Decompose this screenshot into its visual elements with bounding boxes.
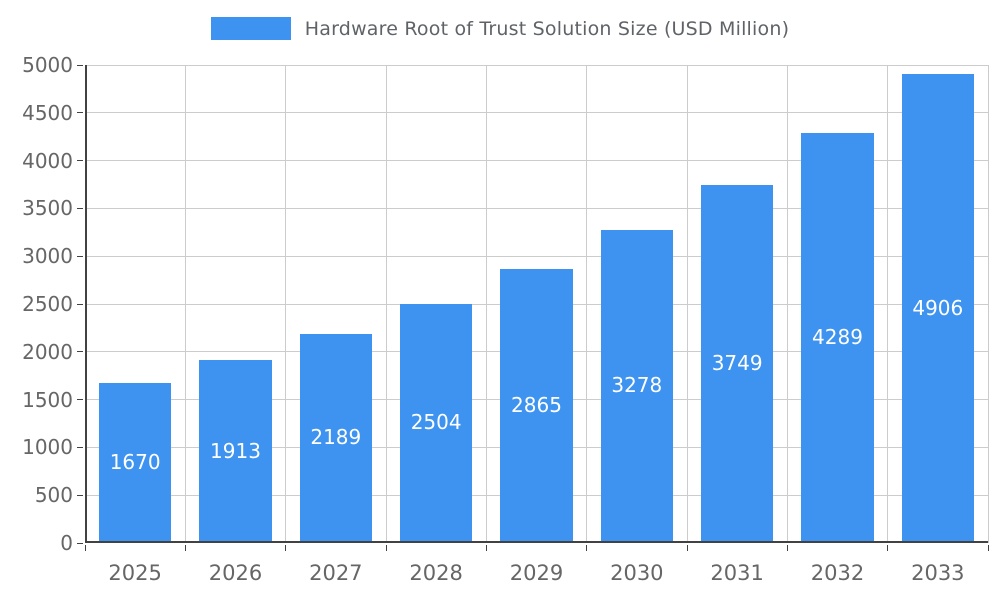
x-tick-label: 2025 [108,561,162,585]
y-tick-mark [77,351,83,353]
y-tick-label: 5000 [22,53,73,77]
bar-2028: 2504 [400,303,473,541]
y-tick-mark [77,303,83,305]
y-axis-labels: 0 500 1000 1500 2000 2500 3000 3500 4000 4500 5000 [0,53,73,555]
y-tick-label: 4500 [22,100,73,125]
y-tick-label: 4000 [22,148,73,173]
bar-value-label: 1913 [210,438,261,463]
v-gridline [586,65,588,543]
y-tick-label: 2000 [22,339,73,364]
v-gridline [887,65,889,543]
v-gridline [285,65,287,543]
x-tick-label: 2033 [911,561,965,585]
legend: Hardware Root of Trust Solution Size (US… [0,17,1000,40]
x-tick-mark [686,545,688,551]
y-tick-mark [77,255,83,257]
x-tick-label: 2032 [810,561,865,585]
y-tick-mark [77,446,83,448]
x-tick-label: 2028 [409,561,463,585]
h-gridline [85,112,988,114]
y-tick-label: 1000 [22,435,73,460]
bar-2026: 1913 [199,360,272,541]
legend-swatch [210,17,291,40]
x-tick-mark [84,545,86,551]
x-tick-mark [987,545,989,551]
y-tick-mark [77,542,83,544]
bar-value-label: 1670 [109,450,161,475]
x-tick-mark [586,545,588,551]
x-tick-mark [184,545,186,551]
y-tick-label: 3500 [22,196,73,221]
bar-2031: 3749 [701,184,774,541]
x-axis-line [85,541,988,543]
bar-2025: 1670 [99,383,172,541]
bar-2030: 3278 [600,229,673,541]
y-tick-label: 2500 [22,292,73,316]
bar-value-label: 3278 [611,373,663,398]
x-tick-mark [485,545,487,551]
h-gridline [85,207,988,209]
x-tick-label: 2026 [208,561,263,585]
bar-2032: 4289 [801,132,874,541]
bar-2027: 2189 [299,333,372,541]
x-tick-mark [786,545,788,551]
y-tick-mark [77,494,83,496]
x-tick-mark [887,545,889,551]
v-gridline [385,65,387,543]
x-tick-label: 2029 [509,561,564,585]
y-tick-label: 0 [60,531,73,555]
bar-2029: 2865 [500,269,573,541]
y-tick-mark [77,112,83,114]
v-gridline [485,65,487,543]
bar-value-label: 2189 [310,425,362,450]
chart-title: Hardware Root of Trust Solution Size (US… [304,17,790,40]
x-tick-mark [285,545,287,551]
x-tick-label: 2030 [610,561,664,585]
y-axis-line [85,65,87,543]
v-gridline [987,65,989,543]
bar-value-label: 2504 [410,410,462,435]
v-gridline [184,65,186,543]
v-gridline [686,65,688,543]
h-gridline [85,64,988,66]
x-tick-label: 2031 [710,561,764,585]
x-tick-mark [385,545,387,551]
y-tick-mark [77,64,83,66]
bar-value-label: 3749 [711,350,763,375]
v-gridline [786,65,788,543]
y-tick-label: 1500 [22,387,73,412]
h-gridline [85,160,988,162]
y-tick-mark [77,207,83,209]
bar-value-label: 2865 [511,393,562,418]
y-tick-label: 3000 [22,244,73,269]
x-tick-label: 2027 [309,561,363,585]
bar-value-label: 4906 [912,295,964,320]
y-tick-mark [77,160,83,162]
h-gridline [85,255,988,257]
x-axis-labels: 2025 2026 2027 2028 2029 2030 2031 2032 2033 [85,555,988,587]
plot-area: 1670 1913 2189 2504 2865 3278 3749 4289 4906 [77,64,989,551]
y-tick-mark [77,399,83,401]
bar-2033: 4906 [901,74,974,541]
y-tick-label: 500 [34,483,73,508]
bar-value-label: 4289 [812,324,863,349]
